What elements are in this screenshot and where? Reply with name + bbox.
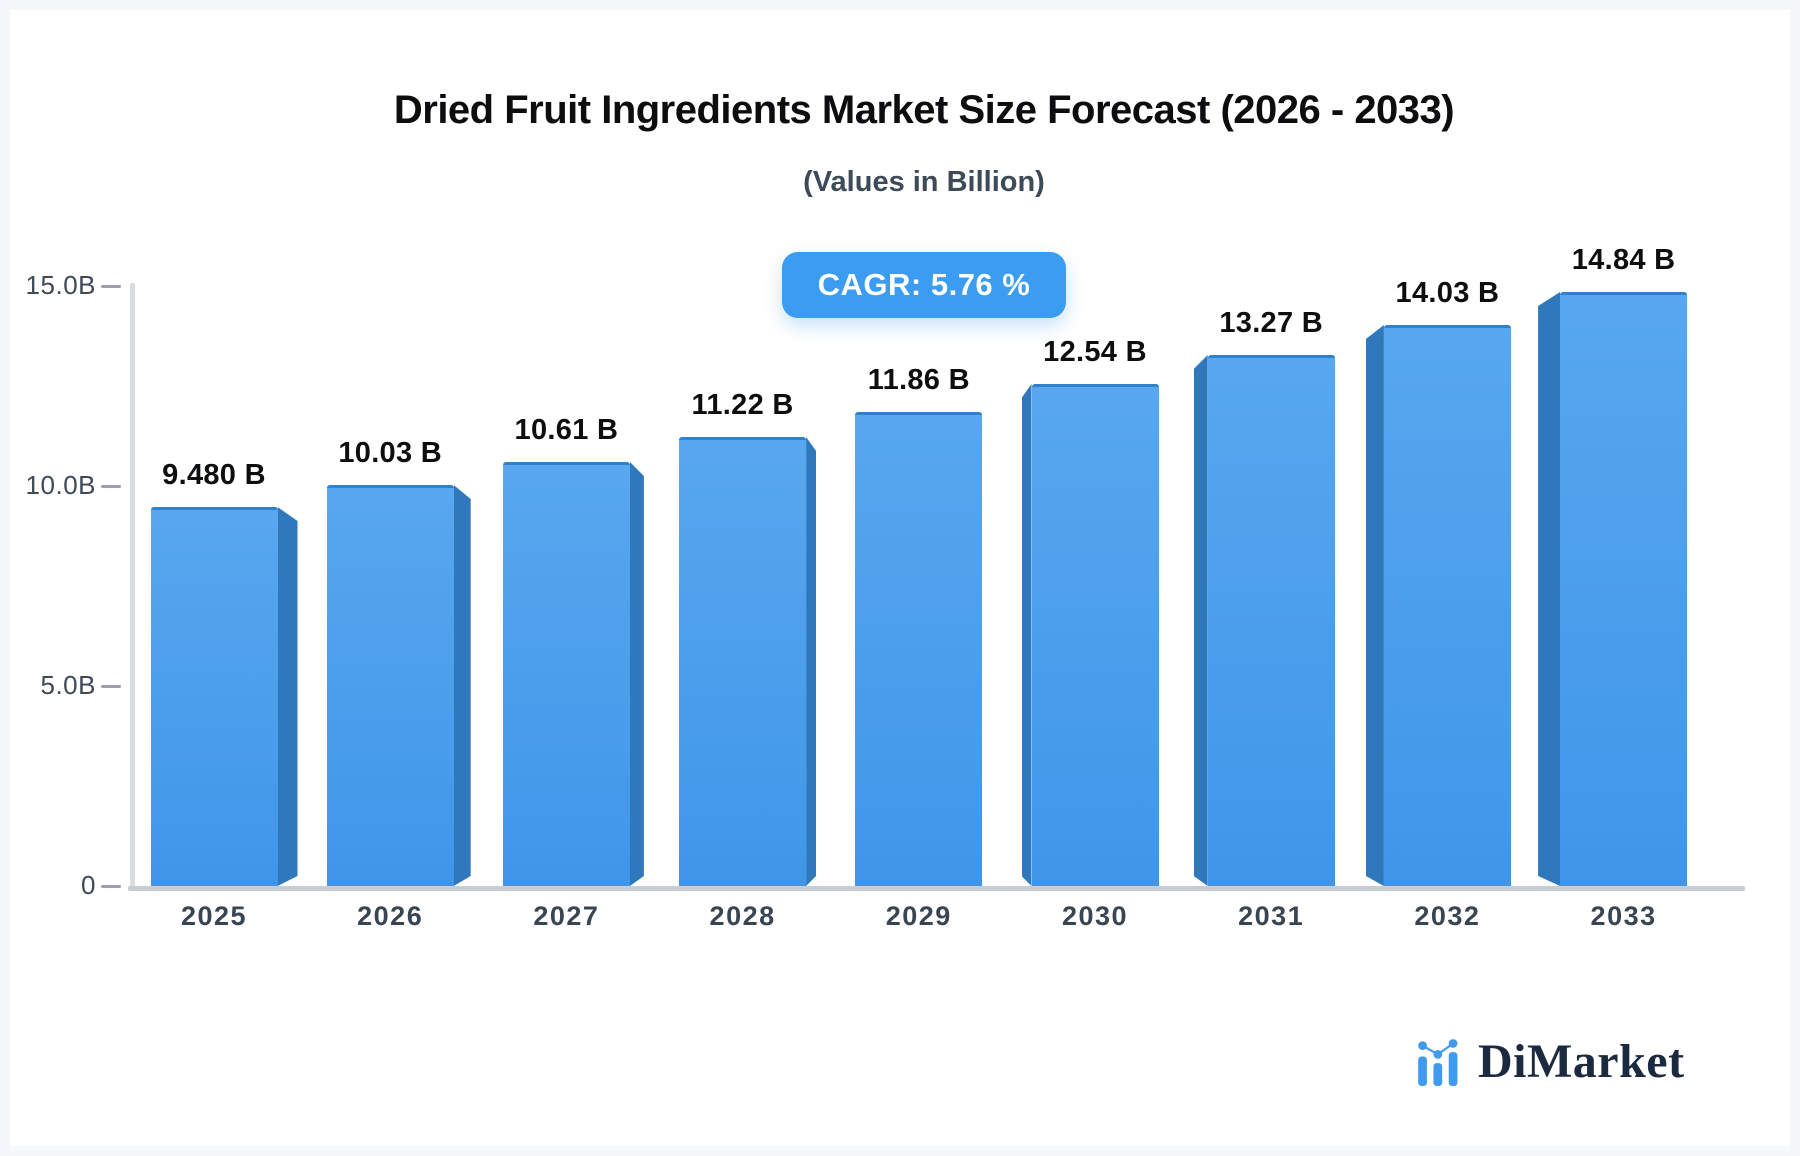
y-tick-label: 10.0B [25, 470, 96, 500]
x-tick-label: 2026 [357, 901, 424, 931]
bar-value-label: 11.22 B [691, 389, 794, 421]
chart-title: Dried Fruit Ingredients Market Size Fore… [393, 88, 1455, 132]
bar-value-label: 14.84 B [1571, 244, 1676, 276]
x-tick-label: 2031 [1238, 901, 1305, 931]
x-tick-label: 2033 [1590, 901, 1657, 931]
y-tick-label: 15.0B [25, 270, 96, 300]
bar-value-label: 14.03 B [1395, 277, 1500, 309]
y-tick-mark [101, 285, 121, 288]
x-tick-label: 2029 [885, 901, 952, 931]
x-tick-label: 2028 [709, 901, 776, 931]
bar-value-label: 10.03 B [338, 437, 443, 469]
y-tick-mark [101, 685, 121, 688]
y-tick-label: 0 [81, 870, 96, 900]
bar-value-label: 11.86 B [867, 364, 970, 396]
bar-3d-side [630, 462, 644, 886]
bar [679, 437, 807, 886]
bar [855, 412, 983, 886]
x-tick-label: 2027 [533, 901, 600, 931]
x-tick-label: 2030 [1061, 901, 1129, 931]
y-tick-label: 5.0B [40, 670, 96, 700]
bar-value-label: 9.480 B [162, 459, 266, 491]
bar-3d-side [806, 437, 816, 886]
y-axis-line [130, 283, 135, 891]
brand-name: DiMarket [1478, 1035, 1685, 1088]
bar-3d-side [454, 485, 471, 886]
dimarket-logo-icon [1418, 1038, 1458, 1086]
y-tick-mark [101, 485, 121, 488]
bar [1207, 355, 1335, 886]
bar-3d-side [1022, 384, 1032, 886]
bar [1560, 292, 1688, 886]
x-tick-label: 2025 [180, 901, 248, 931]
bar-3d-side [278, 507, 298, 886]
bar [502, 462, 630, 886]
cagr-badge: CAGR: 5.76 % [781, 252, 1067, 318]
x-tick-label: 2032 [1414, 901, 1481, 931]
brand-logo: DiMarket [1416, 1034, 1685, 1089]
bar-value-label: 13.27 B [1219, 307, 1324, 339]
chart-subtitle: (Values in Billion) [803, 166, 1045, 198]
bar [150, 507, 278, 886]
bar [1031, 384, 1159, 886]
y-tick-mark [101, 885, 121, 888]
bar-value-label: 10.61 B [514, 414, 619, 446]
bar [326, 485, 454, 886]
bar-value-label: 12.54 B [1043, 336, 1147, 368]
bar-3d-side [1366, 325, 1384, 886]
bar-3d-side [1194, 355, 1208, 886]
x-axis-line [128, 886, 1745, 891]
cagr-badge-row: CAGR: 5.76 % [0, 252, 1800, 318]
bar-3d-side [1538, 292, 1560, 886]
bar [1383, 325, 1511, 886]
